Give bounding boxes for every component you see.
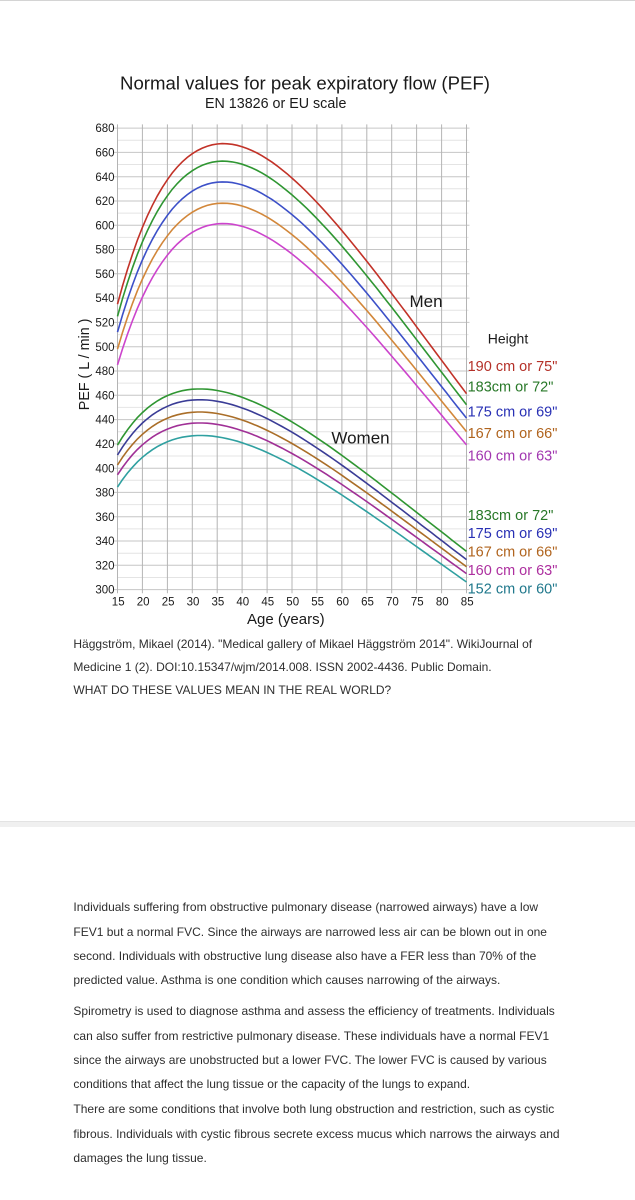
svg-text:160 cm or 63": 160 cm or 63" <box>468 449 558 465</box>
svg-text:PEF ( L / min ): PEF ( L / min ) <box>77 319 93 411</box>
svg-text:320: 320 <box>95 560 114 572</box>
svg-text:55: 55 <box>311 596 324 608</box>
svg-text:640: 640 <box>95 172 114 184</box>
svg-text:85: 85 <box>461 596 474 608</box>
svg-text:300: 300 <box>95 585 114 597</box>
svg-text:Height: Height <box>488 330 529 346</box>
svg-text:Normal values for peak expirat: Normal values for peak expiratory flow (… <box>120 73 490 94</box>
svg-text:190 cm or 75": 190 cm or 75" <box>468 359 558 375</box>
svg-text:460: 460 <box>95 390 114 402</box>
svg-text:15: 15 <box>112 596 125 608</box>
svg-text:152 cm or 60": 152 cm or 60" <box>468 581 558 597</box>
svg-text:360: 360 <box>95 512 114 524</box>
svg-text:183cm or 72": 183cm or 72" <box>468 508 554 524</box>
svg-text:70: 70 <box>386 596 399 608</box>
svg-text:167 cm or 66": 167 cm or 66" <box>468 544 558 560</box>
svg-text:50: 50 <box>286 596 299 608</box>
svg-text:167 cm or 66": 167 cm or 66" <box>468 426 558 442</box>
svg-text:540: 540 <box>95 293 114 305</box>
svg-text:680: 680 <box>95 123 114 135</box>
svg-text:560: 560 <box>95 269 114 281</box>
svg-text:175 cm or 69": 175 cm or 69" <box>468 526 558 542</box>
svg-text:75: 75 <box>411 596 424 608</box>
svg-text:600: 600 <box>95 220 114 232</box>
svg-text:40: 40 <box>236 596 249 608</box>
svg-text:65: 65 <box>361 596 374 608</box>
svg-text:580: 580 <box>95 245 114 257</box>
svg-text:Men: Men <box>409 292 442 311</box>
svg-text:520: 520 <box>95 318 114 330</box>
svg-text:35: 35 <box>212 596 225 608</box>
svg-text:183cm or 72": 183cm or 72" <box>468 380 554 396</box>
svg-text:480: 480 <box>95 366 114 378</box>
svg-text:Women: Women <box>331 428 389 447</box>
svg-text:30: 30 <box>187 596 200 608</box>
svg-text:400: 400 <box>95 463 114 475</box>
svg-text:25: 25 <box>162 596 175 608</box>
svg-text:160 cm or 63": 160 cm or 63" <box>468 563 558 579</box>
svg-text:420: 420 <box>95 439 114 451</box>
svg-text:620: 620 <box>95 196 114 208</box>
svg-text:20: 20 <box>137 596 150 608</box>
svg-text:500: 500 <box>95 342 114 354</box>
svg-text:60: 60 <box>336 596 349 608</box>
svg-text:45: 45 <box>261 596 274 608</box>
svg-text:440: 440 <box>95 415 114 427</box>
svg-text:660: 660 <box>95 148 114 160</box>
svg-text:EN 13826 or EU scale: EN 13826 or EU scale <box>205 96 347 112</box>
svg-text:80: 80 <box>436 596 449 608</box>
svg-text:Age (years): Age (years) <box>247 611 325 628</box>
svg-text:175 cm or 69": 175 cm or 69" <box>468 404 558 420</box>
svg-text:340: 340 <box>95 536 114 548</box>
svg-text:380: 380 <box>95 488 114 500</box>
